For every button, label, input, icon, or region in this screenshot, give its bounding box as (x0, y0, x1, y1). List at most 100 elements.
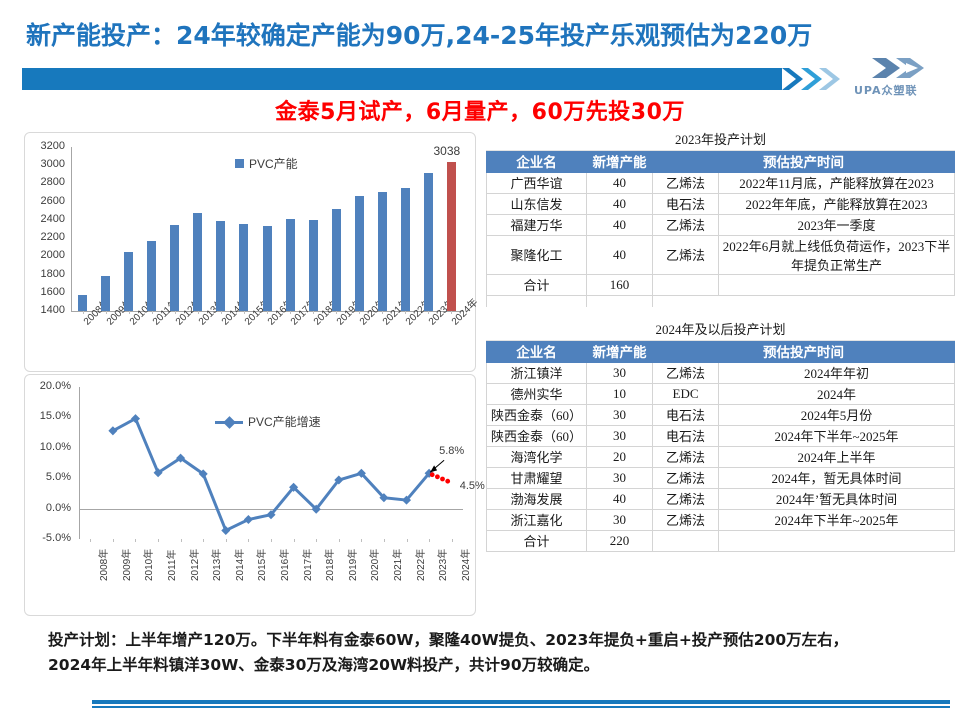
x-axis-tick-label: 2018年 (325, 548, 337, 581)
table-row: 陕西金泰（60） 30 电石法 2024年下半年~2025年 (486, 424, 956, 447)
table-spacer-row (486, 294, 955, 307)
cell-process: 乙烯法 (652, 213, 719, 236)
spacer-cell (586, 294, 653, 307)
cell-company: 聚隆化工 (486, 234, 587, 275)
footnote-line-1: 投产计划：上半年增产120万。下半年料有金泰60W，聚隆40W提负、2023年提… (48, 631, 849, 649)
cell-process: EDC (652, 382, 719, 405)
spacer-cell (719, 295, 955, 307)
table-2024-plan-wrapper: 2024年及以后投产计划 企业名 新增产能 预估投产时间 浙江镇洋 30 乙烯法 2024年年… (486, 318, 956, 552)
x-axis-tick (151, 311, 153, 314)
y-axis-tick-label: 1400 (40, 304, 65, 316)
cell-time: 2024年上半年 (717, 445, 956, 468)
x-axis-tick (383, 539, 385, 542)
x-axis-line (79, 508, 463, 510)
cell-capacity: 30 (586, 508, 653, 531)
legend-diamond (223, 415, 236, 429)
footnote-line-2: 2024年上半年料镇洋30W、金泰30万及海湾20W料投产，共计90万较确定。 (48, 656, 600, 674)
cell-time: 2024年，暂无具体时间 (717, 466, 956, 489)
y-axis-tick-label: 1800 (40, 267, 65, 280)
column-header-capacity: 新增产能 (586, 339, 653, 363)
cell-process: 电石法 (652, 403, 719, 426)
x-axis-tick (293, 539, 295, 542)
table-row: 福建万华 40 乙烯法 2023年一季度 (486, 213, 956, 236)
x-axis-tick (243, 311, 245, 314)
x-axis-tick-label: 2019年 (347, 548, 359, 581)
cell-process: 乙烯法 (652, 445, 719, 468)
pvc-capacity-growth-line-chart: -5.0% 0.0% 5.0% 10.0% 15.0% 20.0% 5.8% 4.5% 2008… (24, 374, 485, 616)
y-axis-tick-label: 2400 (40, 212, 65, 225)
cell-capacity: 40 (586, 171, 653, 194)
cell-company: 合计 (486, 273, 587, 296)
cell-process: 电石法 (652, 192, 719, 215)
table-row: 海湾化学 20 乙烯法 2024年上半年 (486, 445, 956, 468)
page-title: 新产能投产：24年较确定产能为90万,24-25年投产乐观预估为220万 (26, 21, 813, 50)
chart-legend: PVC产能 (235, 155, 298, 172)
x-axis-tick (316, 539, 318, 542)
column-header-company: 企业名 (486, 149, 587, 173)
x-axis-tick-label: 2008年 (99, 548, 111, 581)
chevron-right-icon-2 (801, 68, 827, 90)
cell-company: 渤海发展 (486, 487, 587, 510)
x-axis-tick-label: 2014年 (234, 548, 246, 581)
cell-capacity: 220 (586, 529, 653, 552)
x-axis-tick (248, 539, 250, 542)
x-axis-tick-label: 2016年 (280, 548, 291, 581)
annotation-2024-forecast: 4.5% (459, 480, 485, 493)
cell-company: 福建万华 (486, 213, 587, 236)
x-axis-tick (112, 539, 114, 542)
cell-capacity: 20 (586, 445, 653, 468)
logo-wordmark: UPA众塑联 (854, 84, 918, 97)
chevron-right-icon-3 (819, 68, 845, 90)
table-row: 浙江嘉化 30 乙烯法 2024年下半年~2025年 (486, 508, 956, 531)
table-caption-row: 2024年及以后投产计划 (486, 318, 955, 341)
footer-rule-thin (92, 706, 950, 708)
cell-company: 山东信发 (486, 192, 587, 215)
x-axis-tick (180, 539, 182, 542)
table-row: 山东信发 40 电石法 2022年年底，产能释放算在2023 (486, 192, 956, 215)
table-row: 合计 160 (486, 273, 956, 296)
cell-process: 乙烯法 (652, 361, 719, 384)
legend-color-swatch (235, 159, 244, 168)
cell-time: 2022年6月就上线低负荷运作，2023下半年提负正常生产 (717, 234, 956, 275)
cell-process (652, 273, 719, 296)
x-axis-tick (271, 539, 272, 542)
pvc-capacity-bar-chart: 1400 1600 1800 2000 2200 2400 2600 2800 3000 3200… (24, 132, 481, 372)
bar (78, 294, 88, 311)
brand-logo: UPA众塑联 (848, 54, 954, 98)
y-axis-tick-label: 10.0% (39, 440, 71, 453)
annotation-2023-growth: 5.8% (439, 445, 465, 458)
x-axis-tick (428, 311, 430, 314)
cell-capacity: 30 (586, 403, 653, 426)
cell-time (717, 273, 956, 296)
page-subtitle: 金泰5月试产，6月量产，60万先投30万 (275, 100, 685, 125)
x-axis-tick (90, 539, 92, 542)
bar (239, 224, 249, 311)
x-axis-tick-label: 2013年 (212, 548, 224, 581)
x-axis-tick-label: 2009年 (121, 548, 133, 581)
column-header-time: 预估投产时间 (651, 149, 956, 173)
bar (285, 219, 295, 311)
cell-time: 2023年一季度 (717, 213, 956, 236)
x-axis-tick (313, 311, 315, 314)
y-axis-tick-label: 0.0% (45, 501, 71, 514)
x-axis-tick (203, 539, 205, 542)
cell-time: 2024年5月份 (717, 403, 956, 426)
cell-company: 浙江镇洋 (486, 361, 587, 384)
bar-data-label: 3038 (433, 143, 461, 158)
cell-process: 电石法 (652, 424, 719, 447)
cell-capacity: 40 (586, 213, 653, 236)
cell-company: 合计 (486, 529, 587, 552)
cell-company: 陕西金泰（60） (486, 424, 587, 447)
cell-time: 2022年年底，产能释放算在2023 (717, 192, 956, 215)
x-axis-tick-label: 2024年 (460, 548, 472, 581)
y-axis-tick-label: 2800 (40, 176, 65, 189)
table-row: 浙江镇洋 30 乙烯法 2024年年初 (486, 361, 956, 384)
logo-mark-icon (870, 54, 932, 87)
bar (193, 212, 203, 311)
cell-time: 2024年下半年~2025年 (717, 508, 956, 531)
bar (147, 241, 157, 311)
x-axis-tick (105, 311, 107, 314)
table-row: 德州实华 10 EDC 2024年 (486, 382, 956, 405)
cell-capacity: 40 (586, 234, 653, 275)
y-axis-tick-label: 3200 (40, 140, 65, 152)
